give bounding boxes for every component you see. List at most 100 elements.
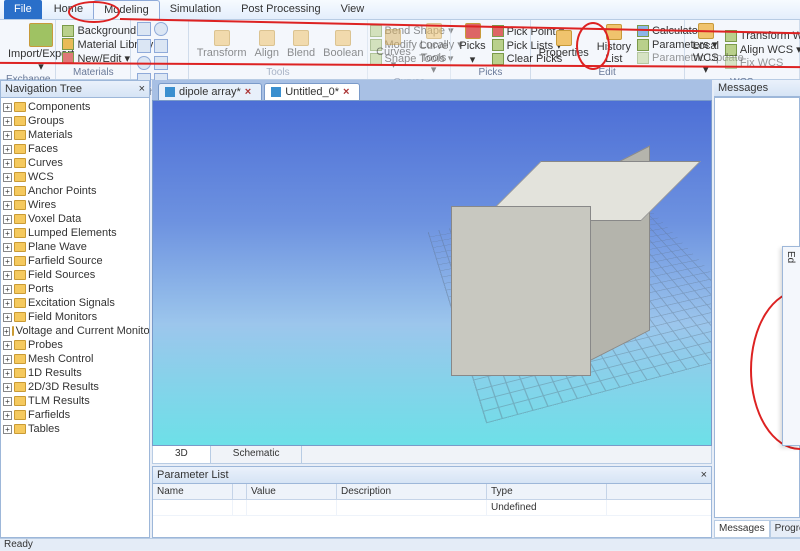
expand-icon[interactable]: +	[3, 103, 12, 112]
expand-icon[interactable]: +	[3, 229, 12, 238]
fix-wcs-button[interactable]: Fix WCS	[725, 57, 800, 69]
menu-modeling[interactable]: Modeling	[93, 0, 160, 19]
transform-wcs-button[interactable]: Transform WCS	[725, 30, 800, 42]
tree-node[interactable]: +1D Results	[1, 366, 149, 380]
expand-icon[interactable]: +	[3, 201, 12, 210]
tree-node[interactable]: +Faces	[1, 142, 149, 156]
tree-node[interactable]: +Voxel Data	[1, 212, 149, 226]
close-icon[interactable]: ×	[343, 86, 349, 98]
tree-node[interactable]: +2D/3D Results	[1, 380, 149, 394]
shape-cylinder-icon[interactable]	[137, 39, 151, 53]
tree-node[interactable]: +Materials	[1, 128, 149, 142]
expand-icon[interactable]: +	[3, 117, 12, 126]
boolean-button[interactable]: Boolean	[321, 29, 365, 60]
expand-icon[interactable]: +	[3, 145, 12, 154]
expand-icon[interactable]: +	[3, 369, 12, 378]
menu-file[interactable]: File	[4, 0, 42, 19]
parameter-list-row[interactable]: Undefined	[153, 500, 711, 516]
tree-node[interactable]: +Mesh Control	[1, 352, 149, 366]
properties-button[interactable]: Properties	[537, 29, 591, 60]
expand-icon[interactable]: +	[3, 285, 12, 294]
expand-icon[interactable]: +	[3, 313, 12, 322]
picks-icon	[465, 23, 481, 39]
menu-home[interactable]: Home	[44, 0, 93, 19]
cell[interactable]	[247, 500, 337, 515]
cell[interactable]: Undefined	[487, 500, 607, 515]
tree-node[interactable]: +TLM Results	[1, 394, 149, 408]
expand-icon[interactable]: +	[3, 299, 12, 308]
expand-icon[interactable]: +	[3, 341, 12, 350]
expand-icon[interactable]: +	[3, 425, 12, 434]
cell[interactable]	[233, 500, 247, 515]
tree-node[interactable]: +Anchor Points	[1, 184, 149, 198]
panel-close-icon[interactable]: ×	[701, 469, 707, 481]
transform-button[interactable]: Transform	[195, 29, 249, 60]
menu-view[interactable]: View	[331, 0, 375, 19]
shape-cone-icon[interactable]	[154, 39, 168, 53]
tree-node[interactable]: +Voltage and Current Monitors	[1, 324, 149, 338]
expand-icon[interactable]: +	[3, 327, 10, 336]
tab-progress[interactable]: Progress	[770, 520, 800, 538]
menu-simulation[interactable]: Simulation	[160, 0, 231, 19]
cell[interactable]	[153, 500, 233, 515]
expand-icon[interactable]: +	[3, 355, 12, 364]
column-header[interactable]: Type	[487, 484, 607, 499]
close-icon[interactable]: ×	[245, 86, 251, 98]
tree-node[interactable]: +Components	[1, 100, 149, 114]
folder-icon	[14, 424, 26, 434]
shape-sphere-icon[interactable]	[154, 22, 168, 36]
expand-icon[interactable]: +	[3, 257, 12, 266]
shape-box-icon[interactable]	[137, 22, 151, 36]
menu-postprocessing[interactable]: Post Processing	[231, 0, 330, 19]
view-tab-3d[interactable]: 3D	[153, 446, 211, 463]
transform-icon	[214, 30, 230, 46]
parameter-list-panel: Parameter List× NameValueDescriptionType…	[152, 466, 712, 538]
tree-node[interactable]: +Farfields	[1, 408, 149, 422]
tree-node[interactable]: +Lumped Elements	[1, 226, 149, 240]
column-header[interactable]: Name	[153, 484, 233, 499]
column-header[interactable]: Description	[337, 484, 487, 499]
tree-node[interactable]: +Groups	[1, 114, 149, 128]
tree-node[interactable]: +Field Sources	[1, 268, 149, 282]
tree-node[interactable]: +Ports	[1, 282, 149, 296]
side-floating-panel[interactable]: Ed	[782, 246, 800, 446]
tree-node[interactable]: +Excitation Signals	[1, 296, 149, 310]
blend-button[interactable]: Blend	[285, 29, 317, 60]
tree-node[interactable]: +Field Monitors	[1, 310, 149, 324]
tree-node[interactable]: +Plane Wave	[1, 240, 149, 254]
panel-close-icon[interactable]: ×	[139, 83, 145, 95]
align-button[interactable]: Align	[253, 29, 281, 60]
navigation-tree[interactable]: +Components+Groups+Materials+Faces+Curve…	[1, 98, 149, 537]
expand-icon[interactable]: +	[3, 187, 12, 196]
curve-tools-button[interactable]: Curve Tools ▾	[417, 22, 450, 77]
local-wcs-button[interactable]: Local WCS ▾	[691, 22, 721, 77]
expand-icon[interactable]: +	[3, 215, 12, 224]
doc-tab-untitled[interactable]: Untitled_0*×	[264, 83, 360, 100]
history-list-button[interactable]: History List	[595, 23, 633, 66]
column-header[interactable]: Value	[247, 484, 337, 499]
tree-node[interactable]: +Tables	[1, 422, 149, 436]
expand-icon[interactable]: +	[3, 159, 12, 168]
expand-icon[interactable]: +	[3, 173, 12, 182]
tree-node[interactable]: +Farfield Source	[1, 254, 149, 268]
tree-node[interactable]: +Curves	[1, 156, 149, 170]
expand-icon[interactable]: +	[3, 243, 12, 252]
tab-messages[interactable]: Messages	[714, 520, 770, 538]
cell[interactable]	[337, 500, 487, 515]
folder-icon	[14, 130, 26, 140]
curves-button[interactable]: Curves▾	[374, 28, 413, 72]
view-tab-schematic[interactable]: Schematic	[211, 446, 303, 463]
column-header[interactable]	[233, 484, 247, 499]
viewport-3d[interactable]	[152, 100, 712, 446]
tree-node[interactable]: +WCS	[1, 170, 149, 184]
shape-extrude-icon[interactable]	[154, 56, 168, 70]
expand-icon[interactable]: +	[3, 271, 12, 280]
expand-icon[interactable]: +	[3, 397, 12, 406]
tree-node[interactable]: +Probes	[1, 338, 149, 352]
expand-icon[interactable]: +	[3, 131, 12, 140]
doc-tab-dipole-array[interactable]: dipole array*×	[158, 83, 262, 100]
tree-node[interactable]: +Wires	[1, 198, 149, 212]
expand-icon[interactable]: +	[3, 383, 12, 392]
shape-torus-icon[interactable]	[137, 56, 151, 70]
expand-icon[interactable]: +	[3, 411, 12, 420]
